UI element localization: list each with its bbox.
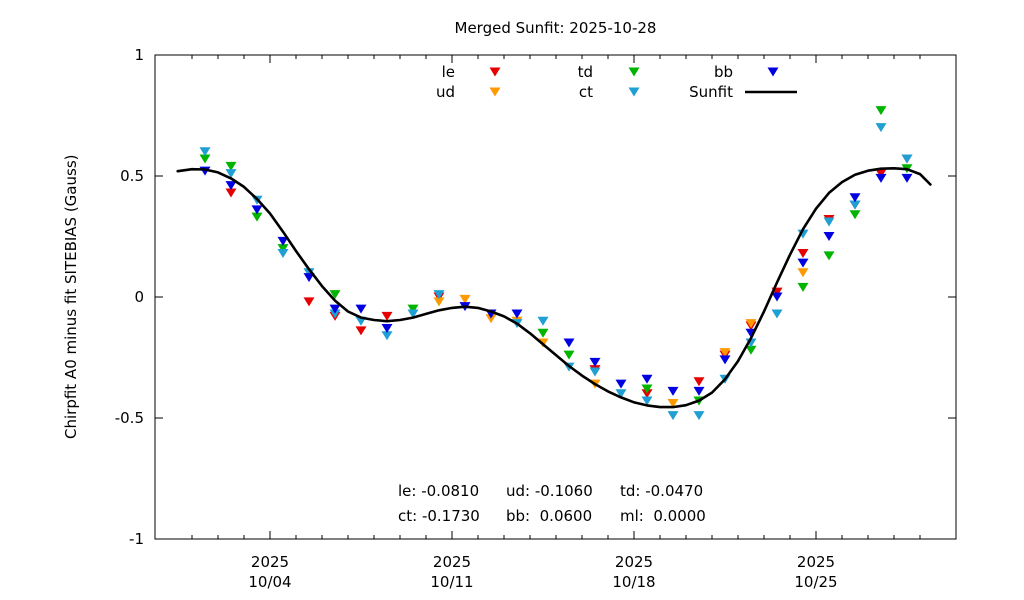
series-le-markers (225, 154, 913, 399)
legend-item-ud: ud (436, 83, 501, 101)
svg-text:2025: 2025 (797, 553, 835, 571)
svg-text:0: 0 (134, 288, 144, 306)
svg-text:le: le (442, 63, 455, 81)
fit-stat-bb: bb: 0.0600 (506, 507, 593, 525)
fit-stat-ml: ml: 0.0000 (620, 507, 706, 525)
legend-item-ct: ct (579, 83, 640, 101)
svg-text:Sunfit: Sunfit (689, 83, 733, 101)
svg-text:2025: 2025 (433, 553, 471, 571)
legend-item-sunfit: Sunfit (689, 83, 797, 101)
x-axis-minor-ticks (191, 55, 921, 539)
fit-stat-ud: ud: -0.1060 (506, 482, 593, 500)
legend-item-bb: bb (714, 63, 779, 81)
svg-text:ud: ud (436, 83, 455, 101)
svg-text:-1: -1 (129, 530, 144, 548)
svg-text:10/25: 10/25 (794, 573, 837, 591)
svg-text:1: 1 (134, 46, 144, 64)
legend-item-td: td (578, 63, 640, 81)
svg-text:td: td (578, 63, 593, 81)
svg-text:-0.5: -0.5 (115, 409, 144, 427)
series-bb-markers (199, 166, 913, 396)
fit-stat-le: le: -0.0810 (398, 482, 480, 500)
fit-stat-td: td: -0.0470 (620, 482, 704, 500)
series-td-markers (199, 106, 913, 406)
y-axis-ticks: 1 0.5 0 -0.5 -1 (115, 46, 956, 548)
legend: le ud td ct bb Sunfit (436, 63, 797, 101)
svg-text:0.5: 0.5 (120, 167, 144, 185)
svg-text:10/18: 10/18 (612, 573, 655, 591)
legend-item-le: le (442, 63, 501, 81)
fit-stat-ct: ct: -0.1730 (398, 507, 480, 525)
plot-frame (154, 54, 957, 540)
svg-text:2025: 2025 (251, 553, 289, 571)
svg-text:10/11: 10/11 (430, 573, 473, 591)
svg-text:bb: bb (714, 63, 733, 81)
chart-title: Merged Sunfit: 2025-10-28 (454, 19, 657, 37)
svg-text:10/04: 10/04 (248, 573, 291, 591)
svg-text:2025: 2025 (615, 553, 653, 571)
svg-text:ct: ct (579, 83, 593, 101)
sunfit-curve (176, 167, 932, 409)
x-axis-major-ticks: 2025 10/04 2025 10/11 2025 10/18 2025 10/25 (248, 55, 838, 591)
